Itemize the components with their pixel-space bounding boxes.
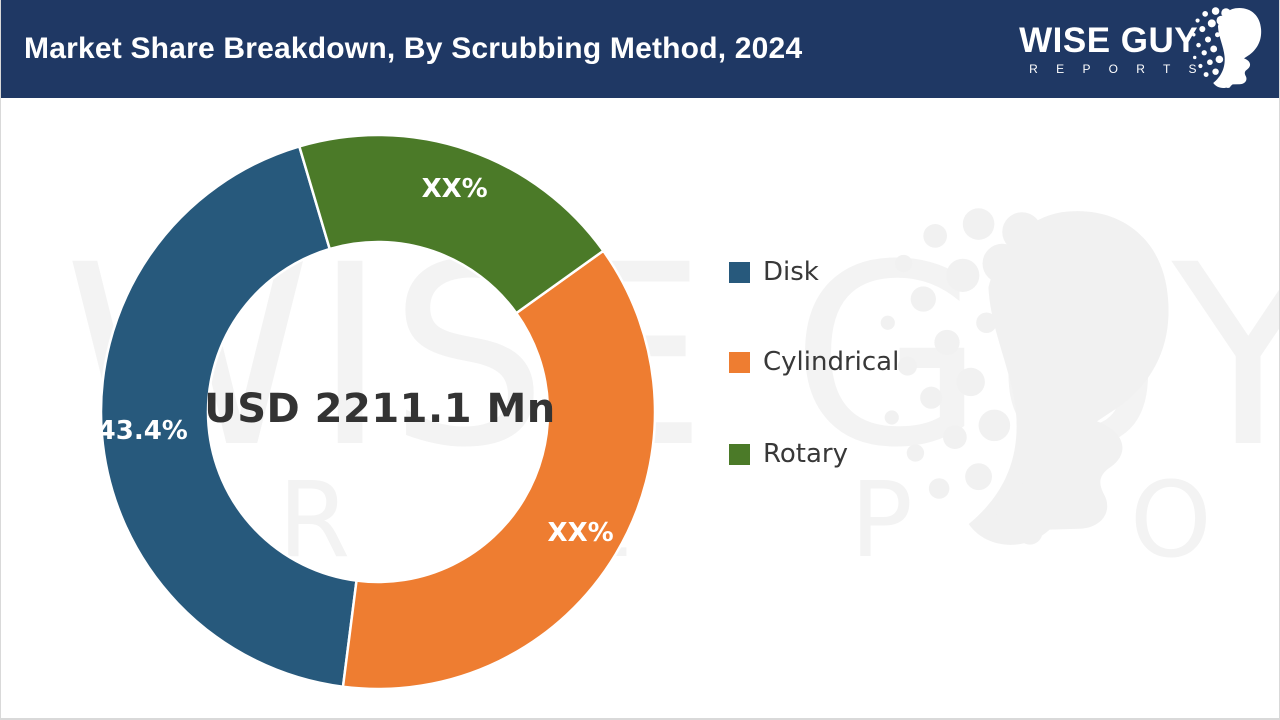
logo-wordmark: WISE GUY [1019, 20, 1199, 60]
wiseguy-logo: WISE GUY R E P O R T S [1019, 7, 1262, 91]
donut-segment-disk [99, 144, 358, 689]
legend-label: Rotary [763, 439, 849, 469]
donut-segment-rotary [297, 133, 606, 315]
logo-subtext: R E P O R T S [1029, 61, 1204, 76]
donut-segment-label-disk: 43.4% [98, 416, 188, 446]
donut-segment-label-rotary: XX% [422, 174, 488, 204]
header-bar: Market Share Breakdown, By Scrubbing Met… [0, 0, 1280, 98]
donut-segment-cylindrical [341, 249, 657, 691]
legend-item-cylindrical: Cylindrical [729, 348, 899, 376]
legend-label: Disk [763, 257, 819, 287]
legend-label: Cylindrical [763, 347, 900, 377]
legend-item-rotary: Rotary [729, 440, 848, 468]
legend-swatch-disk [729, 261, 750, 283]
donut-segment-label-cylindrical: XX% [548, 518, 614, 548]
legend-item-disk: Disk [729, 258, 819, 286]
legend-swatch-cylindrical [729, 351, 750, 373]
wiseguy-face-icon [1192, 7, 1262, 89]
legend-swatch-rotary [729, 443, 750, 465]
page-title: Market Share Breakdown, By Scrubbing Met… [24, 32, 803, 65]
chart-center-value: USD 2211.1 Mn [204, 386, 556, 432]
